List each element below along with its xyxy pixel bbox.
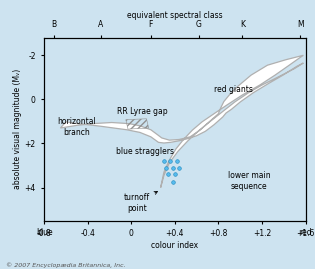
Y-axis label: absolute visual magnitude (Mᵥ): absolute visual magnitude (Mᵥ) bbox=[13, 69, 22, 189]
Point bbox=[170, 165, 175, 170]
Polygon shape bbox=[60, 55, 303, 187]
Point bbox=[168, 159, 173, 163]
Text: red: red bbox=[299, 228, 312, 237]
Point bbox=[163, 165, 169, 170]
Text: RR Lyrae gap: RR Lyrae gap bbox=[117, 107, 168, 116]
Point bbox=[170, 180, 175, 184]
Text: turnoff
point: turnoff point bbox=[123, 192, 158, 213]
Point bbox=[177, 165, 182, 170]
X-axis label: colour index: colour index bbox=[151, 241, 198, 250]
Text: red giants: red giants bbox=[215, 85, 253, 94]
Text: blue stragglers: blue stragglers bbox=[117, 147, 175, 156]
Point bbox=[172, 172, 177, 176]
Text: blue: blue bbox=[36, 228, 52, 237]
X-axis label: equivalent spectral class: equivalent spectral class bbox=[127, 10, 223, 20]
Point bbox=[161, 159, 166, 163]
Point bbox=[175, 159, 180, 163]
Point bbox=[166, 172, 171, 176]
Text: © 2007 Encyclopædia Britannica, Inc.: © 2007 Encyclopædia Britannica, Inc. bbox=[6, 263, 126, 268]
Text: horizontal
branch: horizontal branch bbox=[57, 117, 96, 137]
Text: lower main
sequence: lower main sequence bbox=[228, 171, 270, 191]
